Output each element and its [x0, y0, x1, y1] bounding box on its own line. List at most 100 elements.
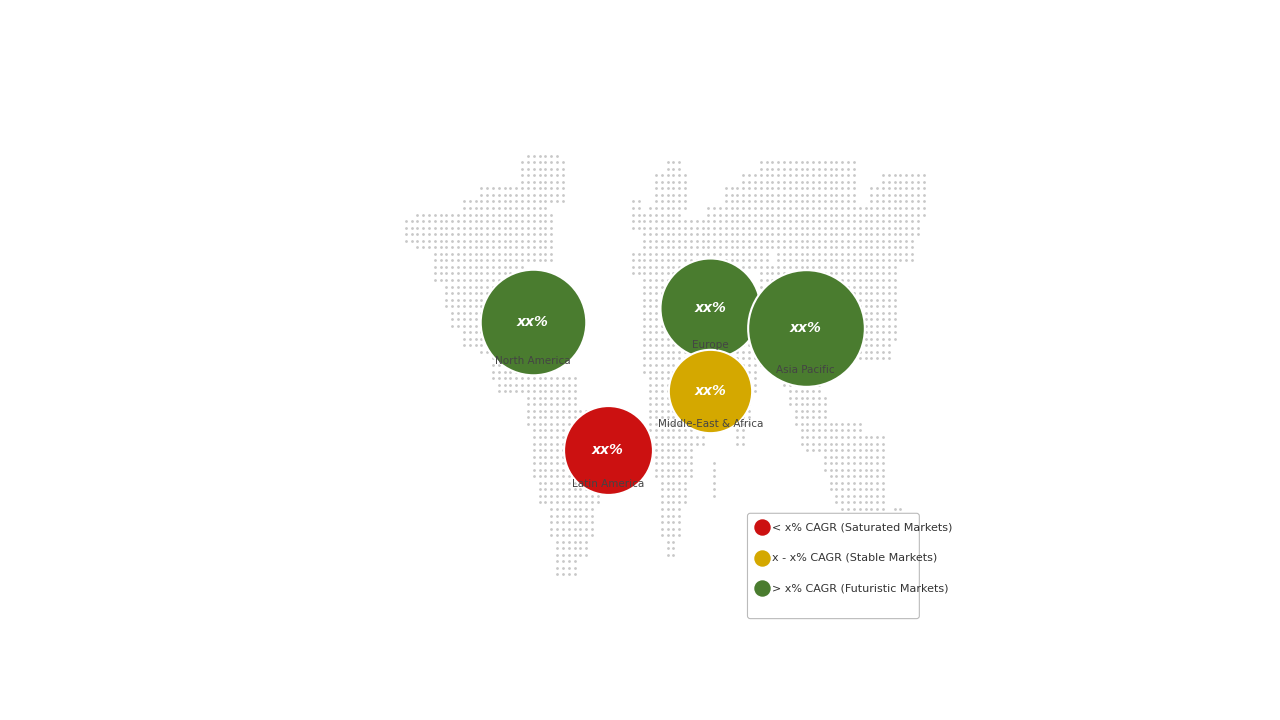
- Point: [809, 418, 829, 430]
- Point: [512, 189, 532, 201]
- Point: [768, 333, 788, 345]
- Point: [739, 228, 759, 240]
- Point: [477, 215, 498, 227]
- Point: [658, 294, 678, 305]
- Point: [710, 379, 731, 390]
- Point: [512, 379, 532, 390]
- Point: [640, 379, 660, 390]
- Point: [791, 300, 812, 312]
- Point: [844, 313, 864, 325]
- Point: [652, 215, 672, 227]
- Point: [710, 202, 731, 214]
- Point: [873, 268, 893, 279]
- Point: [669, 176, 690, 188]
- Point: [453, 274, 474, 286]
- Point: [669, 490, 690, 502]
- Point: [663, 202, 684, 214]
- Point: [500, 183, 521, 194]
- Point: [494, 281, 515, 292]
- Point: [506, 222, 526, 233]
- Point: [855, 209, 876, 220]
- Point: [669, 470, 690, 482]
- Point: [722, 235, 742, 246]
- Point: [902, 241, 923, 253]
- Point: [477, 196, 498, 207]
- Point: [722, 255, 742, 266]
- Point: [448, 209, 468, 220]
- Point: [512, 340, 532, 351]
- Point: [576, 470, 596, 482]
- Point: [524, 202, 544, 214]
- Point: [570, 503, 590, 515]
- Point: [832, 470, 852, 482]
- Point: [640, 235, 660, 246]
- Point: [471, 183, 492, 194]
- Point: [891, 196, 911, 207]
- Point: [658, 385, 678, 397]
- Point: [453, 215, 474, 227]
- Point: [535, 353, 556, 364]
- Point: [652, 202, 672, 214]
- Point: [814, 215, 835, 227]
- Point: [658, 503, 678, 515]
- Point: [658, 248, 678, 260]
- Point: [640, 248, 660, 260]
- Point: [535, 156, 556, 168]
- Point: [640, 372, 660, 384]
- Point: [658, 353, 678, 364]
- Point: [512, 202, 532, 214]
- Point: [512, 281, 532, 292]
- Point: [524, 425, 544, 436]
- Point: [710, 235, 731, 246]
- Point: [686, 300, 707, 312]
- Point: [844, 215, 864, 227]
- Point: [826, 202, 846, 214]
- Point: [675, 281, 695, 292]
- Point: [506, 340, 526, 351]
- Point: [483, 340, 503, 351]
- Point: [873, 327, 893, 338]
- Point: [867, 444, 887, 456]
- Point: [506, 248, 526, 260]
- Point: [658, 457, 678, 469]
- Point: [646, 412, 667, 423]
- Point: [564, 444, 585, 456]
- Point: [850, 268, 870, 279]
- Point: [814, 189, 835, 201]
- Point: [786, 313, 806, 325]
- Point: [762, 209, 782, 220]
- Point: [727, 333, 748, 345]
- Point: [861, 307, 882, 318]
- Point: [710, 385, 731, 397]
- Point: [442, 281, 462, 292]
- Point: [558, 556, 579, 567]
- Point: [710, 412, 731, 423]
- Point: [838, 346, 859, 358]
- Point: [471, 202, 492, 214]
- Point: [658, 333, 678, 345]
- Point: [489, 189, 509, 201]
- Point: [861, 320, 882, 331]
- Point: [867, 431, 887, 443]
- Point: [681, 444, 701, 456]
- Point: [466, 235, 486, 246]
- Point: [535, 418, 556, 430]
- Point: [541, 359, 562, 371]
- Point: [716, 228, 736, 240]
- Point: [547, 196, 567, 207]
- Point: [686, 359, 707, 371]
- Point: [896, 248, 916, 260]
- Point: [786, 399, 806, 410]
- Point: [681, 307, 701, 318]
- Point: [506, 202, 526, 214]
- Point: [489, 235, 509, 246]
- Point: [686, 268, 707, 279]
- Point: [722, 228, 742, 240]
- Point: [483, 255, 503, 266]
- Point: [663, 516, 684, 528]
- Point: [564, 490, 585, 502]
- Point: [448, 215, 468, 227]
- Point: [762, 281, 782, 292]
- Point: [663, 379, 684, 390]
- Point: [867, 281, 887, 292]
